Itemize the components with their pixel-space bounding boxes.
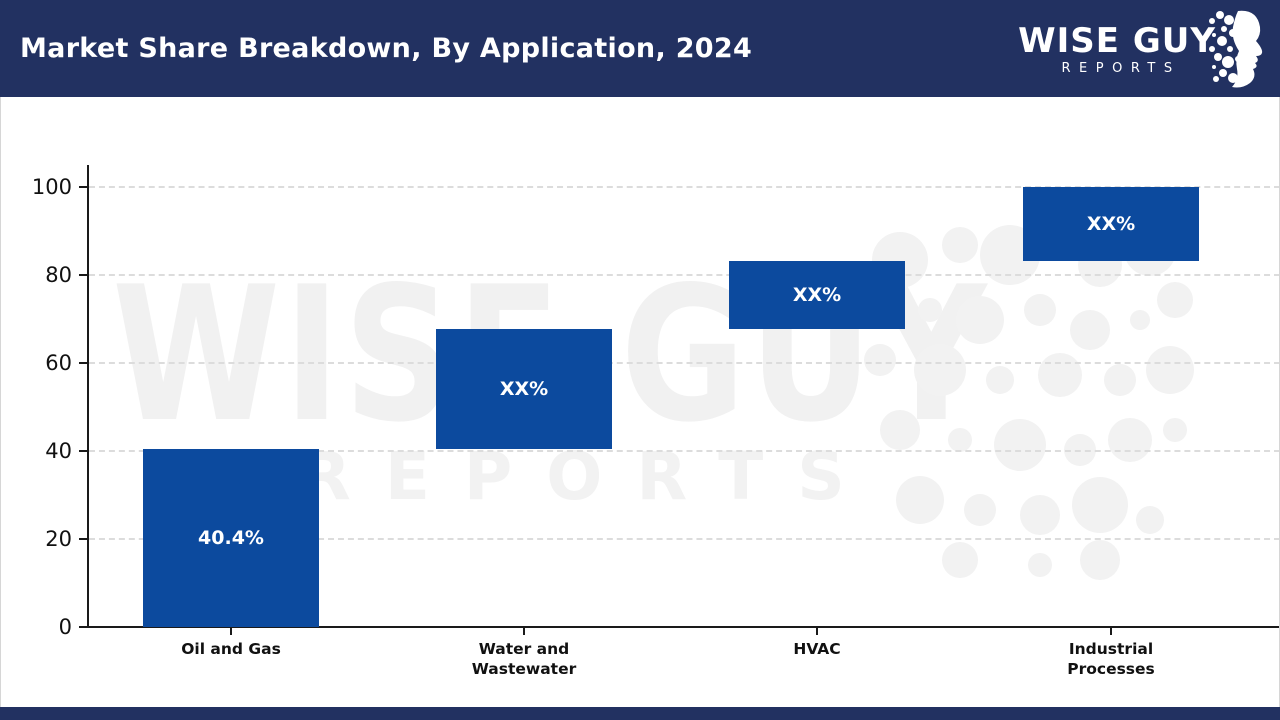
bar-segment (436, 329, 612, 450)
y-axis-spine (87, 165, 89, 627)
y-gridline (89, 274, 1280, 276)
y-gridline (89, 538, 1280, 540)
x-tick-label: Water and Wastewater (472, 639, 577, 679)
wise-guy-reports-logo: WISE GUY REPORTS (1018, 6, 1266, 92)
logo-subtext: REPORTS (1061, 60, 1181, 76)
x-tick-mark (816, 628, 818, 635)
x-tick-label: HVAC (793, 639, 840, 659)
x-tick-label-line: Wastewater (471, 660, 577, 678)
y-tick-label: 60 (45, 351, 72, 375)
bar-value-label: 40.4% (198, 527, 264, 550)
logo-wordmark: WISE GUY (1018, 20, 1216, 61)
x-tick-mark (230, 628, 232, 635)
bar-segment (143, 449, 319, 627)
header-bar: Market Share Breakdown, By Application, … (0, 0, 1280, 97)
y-tick-mark (79, 538, 87, 540)
footer-bar (0, 707, 1280, 720)
bar-value-label: XX% (499, 378, 549, 401)
x-tick-label: Oil and Gas (181, 639, 281, 659)
x-axis-spine (87, 626, 1280, 628)
y-tick-label: 100 (31, 175, 72, 199)
y-gridline (89, 186, 1280, 188)
y-tick-mark (79, 186, 87, 188)
y-tick-label: 0 (58, 615, 72, 639)
y-tick-label: 20 (45, 527, 72, 551)
x-tick-label-line: Oil and Gas (181, 640, 281, 658)
y-tick-mark (79, 274, 87, 276)
x-tick-label-line: Industrial (1068, 640, 1154, 658)
x-tick-label-line: Processes (1067, 660, 1155, 678)
y-tick-label: 80 (45, 263, 72, 287)
y-tick-mark (79, 450, 87, 452)
x-tick-mark (523, 628, 525, 635)
x-tick-mark (1110, 628, 1112, 635)
x-tick-label-line: Water and (478, 640, 570, 658)
bar-value-label: XX% (792, 284, 842, 307)
bar-value-label: XX% (1086, 212, 1136, 235)
x-tick-label-line: HVAC (793, 640, 841, 658)
y-tick-mark (79, 362, 87, 364)
y-tick-label: 40 (45, 439, 72, 463)
chart-title: Market Share Breakdown, By Application, … (20, 33, 753, 64)
x-tick-label: Industrial Processes (1067, 639, 1155, 679)
logo-text: WISE GUY REPORTS (1018, 24, 1216, 75)
logo-head-dots-icon (1209, 10, 1263, 88)
y-gridline (89, 450, 1280, 452)
y-tick-mark (79, 626, 87, 628)
y-gridline (89, 362, 1280, 364)
